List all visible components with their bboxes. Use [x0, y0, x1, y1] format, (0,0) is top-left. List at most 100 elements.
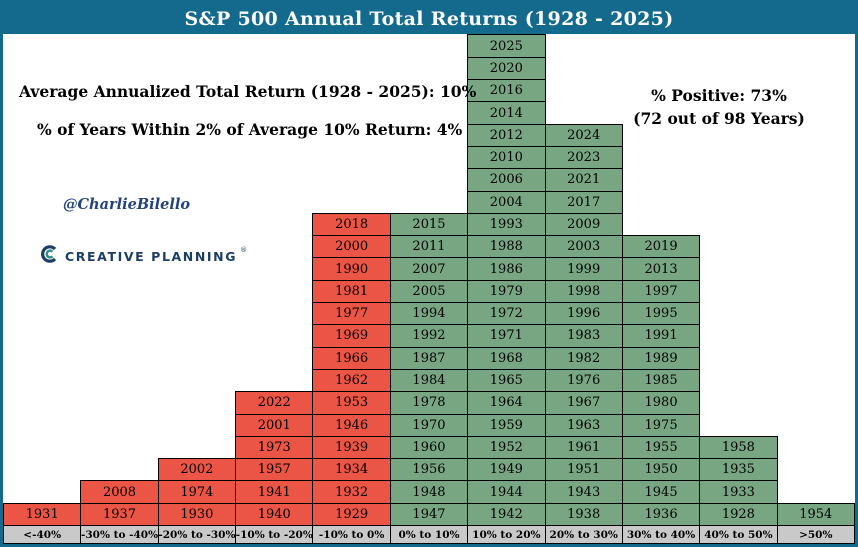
year-cell-2008: 2008 [80, 480, 159, 504]
year-cell-1996: 1996 [544, 302, 623, 326]
creative-planning-logo-text: CREATIVE PLANNING [65, 248, 238, 264]
year-cell-1960: 1960 [389, 435, 469, 460]
year-cell-1944: 1944 [467, 480, 546, 504]
x-axis-label: 30% to 40% [621, 525, 701, 544]
creative-planning-logo: CREATIVE PLANNING ® [39, 244, 247, 268]
year-cell-1934: 1934 [312, 458, 391, 482]
year-cell-1953: 1953 [312, 391, 391, 415]
histogram-column: 2008 1937 [80, 480, 159, 526]
year-cell-1951: 1951 [544, 458, 623, 482]
year-cell-1971: 1971 [467, 324, 546, 348]
year-cell-2015: 2015 [389, 212, 469, 237]
year-cell-1972: 1972 [467, 302, 546, 326]
year-cell-1967: 1967 [544, 391, 623, 415]
year-cell-1949: 1949 [467, 458, 546, 482]
year-cell-1982: 1982 [544, 346, 623, 370]
histogram-column: 1958 1935 1933 1928 [699, 435, 778, 526]
year-cell-2014: 2014 [467, 101, 546, 125]
x-axis-label: >50% [776, 525, 855, 544]
year-cell-2001: 2001 [235, 413, 314, 437]
year-cell-1993: 1993 [467, 212, 546, 237]
year-cell-1965: 1965 [467, 368, 546, 393]
title-bar: S&P 500 Annual Total Returns (1928 - 202… [3, 3, 855, 34]
avg-return-stat: Average Annualized Total Return (1928 - … [19, 82, 477, 101]
x-axis-label: 40% to 50% [699, 525, 778, 544]
year-cell-1961: 1961 [544, 435, 623, 460]
year-cell-1989: 1989 [621, 346, 701, 370]
year-cell-2004: 2004 [467, 190, 546, 214]
year-cell-2003: 2003 [544, 235, 623, 259]
x-axis-label: -10% to 0% [312, 525, 391, 544]
year-cell-1941: 1941 [235, 480, 314, 504]
year-cell-1937: 1937 [80, 502, 159, 526]
year-cell-1962: 1962 [312, 368, 391, 393]
year-cell-1987: 1987 [389, 346, 469, 370]
histogram-column: 2002 1974 1930 [157, 458, 237, 526]
year-cell-1928: 1928 [699, 502, 778, 526]
year-cell-1932: 1932 [312, 480, 391, 504]
year-cell-1990: 1990 [312, 257, 391, 281]
author-watermark: @CharlieBilello [63, 196, 191, 213]
year-cell-1998: 1998 [544, 279, 623, 304]
year-cell-1975: 1975 [621, 413, 701, 437]
year-cell-1974: 1974 [157, 480, 237, 504]
year-cell-1983: 1983 [544, 324, 623, 348]
year-cell-2000: 2000 [312, 235, 391, 259]
year-cell-1935: 1935 [699, 458, 778, 482]
histogram-column: 2024 2023 2021 2017 2009 2003 1999 1998 1996 1983… [544, 123, 623, 526]
year-cell-2022: 2022 [235, 391, 314, 415]
year-cell-2024: 2024 [544, 123, 623, 147]
year-cell-1995: 1995 [621, 302, 701, 326]
year-cell-1973: 1973 [235, 435, 314, 460]
year-cell-1940: 1940 [235, 502, 314, 526]
x-axis-label: -10% to -20% [235, 525, 314, 544]
year-cell-1930: 1930 [157, 502, 237, 526]
year-cell-1964: 1964 [467, 391, 546, 415]
year-cell-2011: 2011 [389, 235, 469, 259]
year-cell-1954: 1954 [776, 502, 855, 526]
year-cell-2010: 2010 [467, 145, 546, 170]
year-cell-1948: 1948 [389, 480, 469, 504]
year-cell-1939: 1939 [312, 435, 391, 460]
year-cell-1952: 1952 [467, 435, 546, 460]
year-cell-2005: 2005 [389, 279, 469, 304]
year-cell-1938: 1938 [544, 502, 623, 526]
year-cell-2006: 2006 [467, 168, 546, 192]
year-cell-1980: 1980 [621, 391, 701, 415]
year-cell-1999: 1999 [544, 257, 623, 281]
year-cell-1988: 1988 [467, 235, 546, 259]
year-cell-2017: 2017 [544, 190, 623, 214]
percent-positive-line1: % Positive: 73% [651, 86, 787, 105]
x-axis-label: -20% to -30% [157, 525, 237, 544]
within-2pct-stat: % of Years Within 2% of Average 10% Retu… [37, 120, 463, 139]
year-cell-2019: 2019 [621, 235, 701, 259]
year-cell-2007: 2007 [389, 257, 469, 281]
year-cell-1942: 1942 [467, 502, 546, 526]
year-cell-2016: 2016 [467, 79, 546, 103]
histogram-column: 1931 [3, 502, 82, 526]
year-cell-1968: 1968 [467, 346, 546, 370]
chart-title: S&P 500 Annual Total Returns (1928 - 202… [184, 7, 674, 30]
chart-area: 1931 2008 1937 2002 1974 1930 2022 2001 1973 1957… [3, 34, 855, 544]
year-cell-2002: 2002 [157, 458, 237, 482]
histogram-column: 1954 [776, 502, 855, 526]
x-axis-label: -30% to -40% [80, 525, 159, 544]
year-cell-1991: 1991 [621, 324, 701, 348]
year-cell-1946: 1946 [312, 413, 391, 437]
year-cell-1963: 1963 [544, 413, 623, 437]
year-cell-1976: 1976 [544, 368, 623, 393]
year-cell-1986: 1986 [467, 257, 546, 281]
year-cell-1955: 1955 [621, 435, 701, 460]
year-cell-2025: 2025 [467, 34, 546, 58]
histogram-column: 2022 2001 1973 1957 1941 1940 [235, 391, 314, 526]
year-cell-1957: 1957 [235, 458, 314, 482]
x-axis: <-40% -30% to -40% -20% to -30% -10% to -20… [3, 525, 855, 544]
year-cell-1958: 1958 [699, 435, 778, 460]
x-axis-label: <-40% [3, 525, 82, 544]
year-cell-2020: 2020 [467, 56, 546, 81]
year-cell-2012: 2012 [467, 123, 546, 147]
year-cell-2018: 2018 [312, 212, 391, 237]
year-cell-1950: 1950 [621, 458, 701, 482]
year-cell-2009: 2009 [544, 212, 623, 237]
